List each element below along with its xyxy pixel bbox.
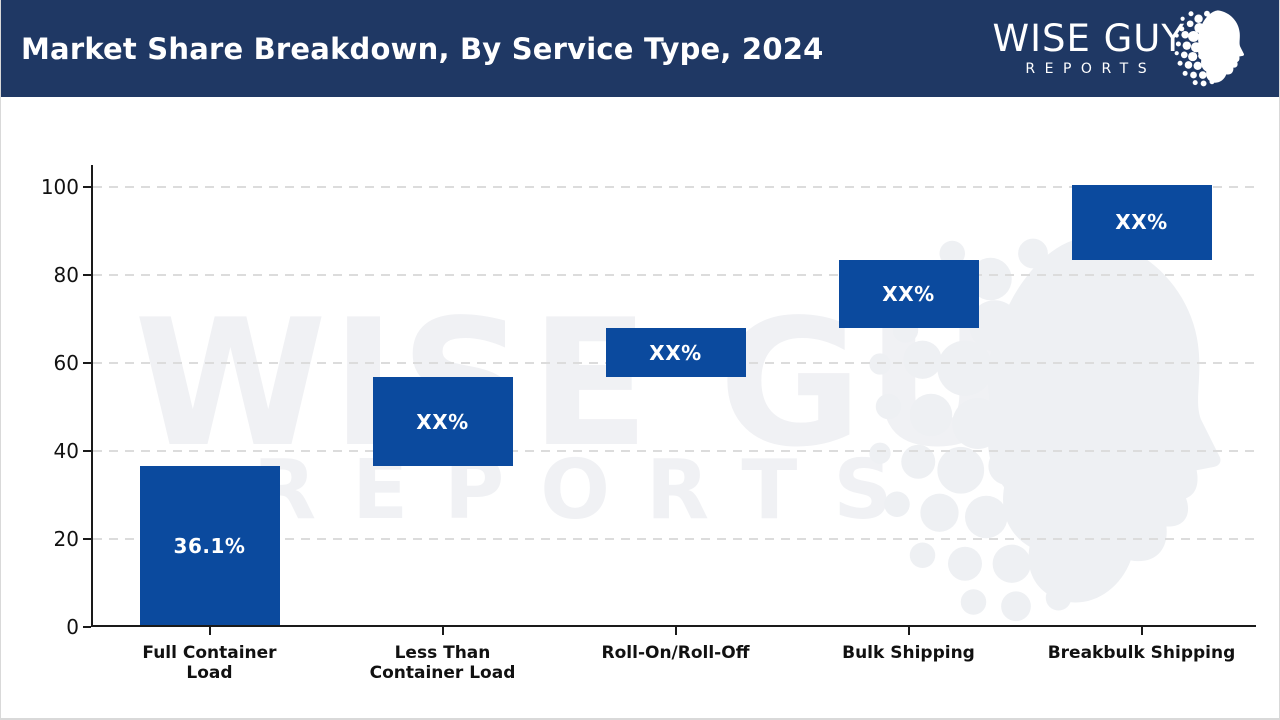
bar-segment: 36.1% [139, 466, 280, 625]
gridline [93, 186, 1258, 188]
y-tick-label: 100 [40, 175, 79, 199]
x-tick-mark [1140, 627, 1143, 635]
x-category-label: Bulk Shipping [792, 643, 1025, 663]
gridline [93, 274, 1258, 276]
x-tick-mark [441, 627, 444, 635]
chart-area: WISE GUY REPORTS 0 20 40 60 80 100 36.1% Full C… [1, 97, 1279, 718]
y-tick-mark [83, 450, 91, 452]
plot-region: 0 20 40 60 80 100 36.1% Full Container Load XX% Le… [41, 165, 1258, 683]
bar-value-label: XX% [416, 409, 469, 434]
x-category-label-line: Breakbulk Shipping [1047, 643, 1236, 663]
x-tick-mark [208, 627, 211, 635]
y-tick-mark [83, 274, 91, 276]
bar-value-label: 36.1% [173, 533, 246, 558]
brand-subtext: REPORTS [1025, 60, 1157, 77]
x-category-label: Full Container Load [93, 643, 326, 683]
y-tick-label: 60 [53, 351, 79, 375]
page-title: Market Share Breakdown, By Service Type,… [21, 31, 824, 66]
x-category-label-line: Container Load [369, 663, 516, 683]
watermark-subtext: REPORTS [253, 443, 929, 538]
brand-logo: WISE GUY REPORTS [993, 7, 1255, 91]
x-category-label-line: Less Than [394, 643, 491, 663]
x-category-label-line: Roll-On/Roll-Off [601, 643, 750, 663]
y-tick-label: 20 [53, 527, 79, 551]
y-tick-mark [83, 626, 91, 628]
y-tick-mark [83, 362, 91, 364]
y-tick-label: 0 [66, 615, 79, 639]
y-tick-mark [83, 538, 91, 540]
y-tick-label: 80 [53, 263, 79, 287]
gridline [93, 450, 1258, 452]
bar-value-label: XX% [649, 340, 702, 365]
y-tick-label: 40 [53, 439, 79, 463]
x-tick-mark [674, 627, 677, 635]
bar-segment: XX% [1071, 185, 1212, 260]
bar-segment: XX% [838, 259, 979, 329]
bar-value-label: XX% [882, 282, 935, 307]
x-category-label: Less Than Container Load [326, 643, 559, 683]
x-tick-mark [907, 627, 910, 635]
gridline [93, 538, 1258, 540]
x-category-label: Roll-On/Roll-Off [559, 643, 792, 663]
bar-segment: XX% [372, 376, 513, 467]
logo-head-icon [1174, 9, 1245, 86]
brand-logo-text: WISE GUY REPORTS [992, 17, 1185, 77]
header-bar: Market Share Breakdown, By Service Type,… [1, 0, 1279, 97]
x-category-label-line: Full Container [142, 643, 277, 663]
bar-value-label: XX% [1115, 210, 1168, 235]
y-tick-mark [83, 186, 91, 188]
x-category-label-line: Bulk Shipping [842, 643, 975, 663]
brand-wordmark: WISE GUY [992, 17, 1185, 61]
x-category-label-line: Load [186, 663, 233, 683]
bar-segment: XX% [605, 328, 746, 377]
x-category-label: Breakbulk Shipping [1025, 643, 1258, 663]
